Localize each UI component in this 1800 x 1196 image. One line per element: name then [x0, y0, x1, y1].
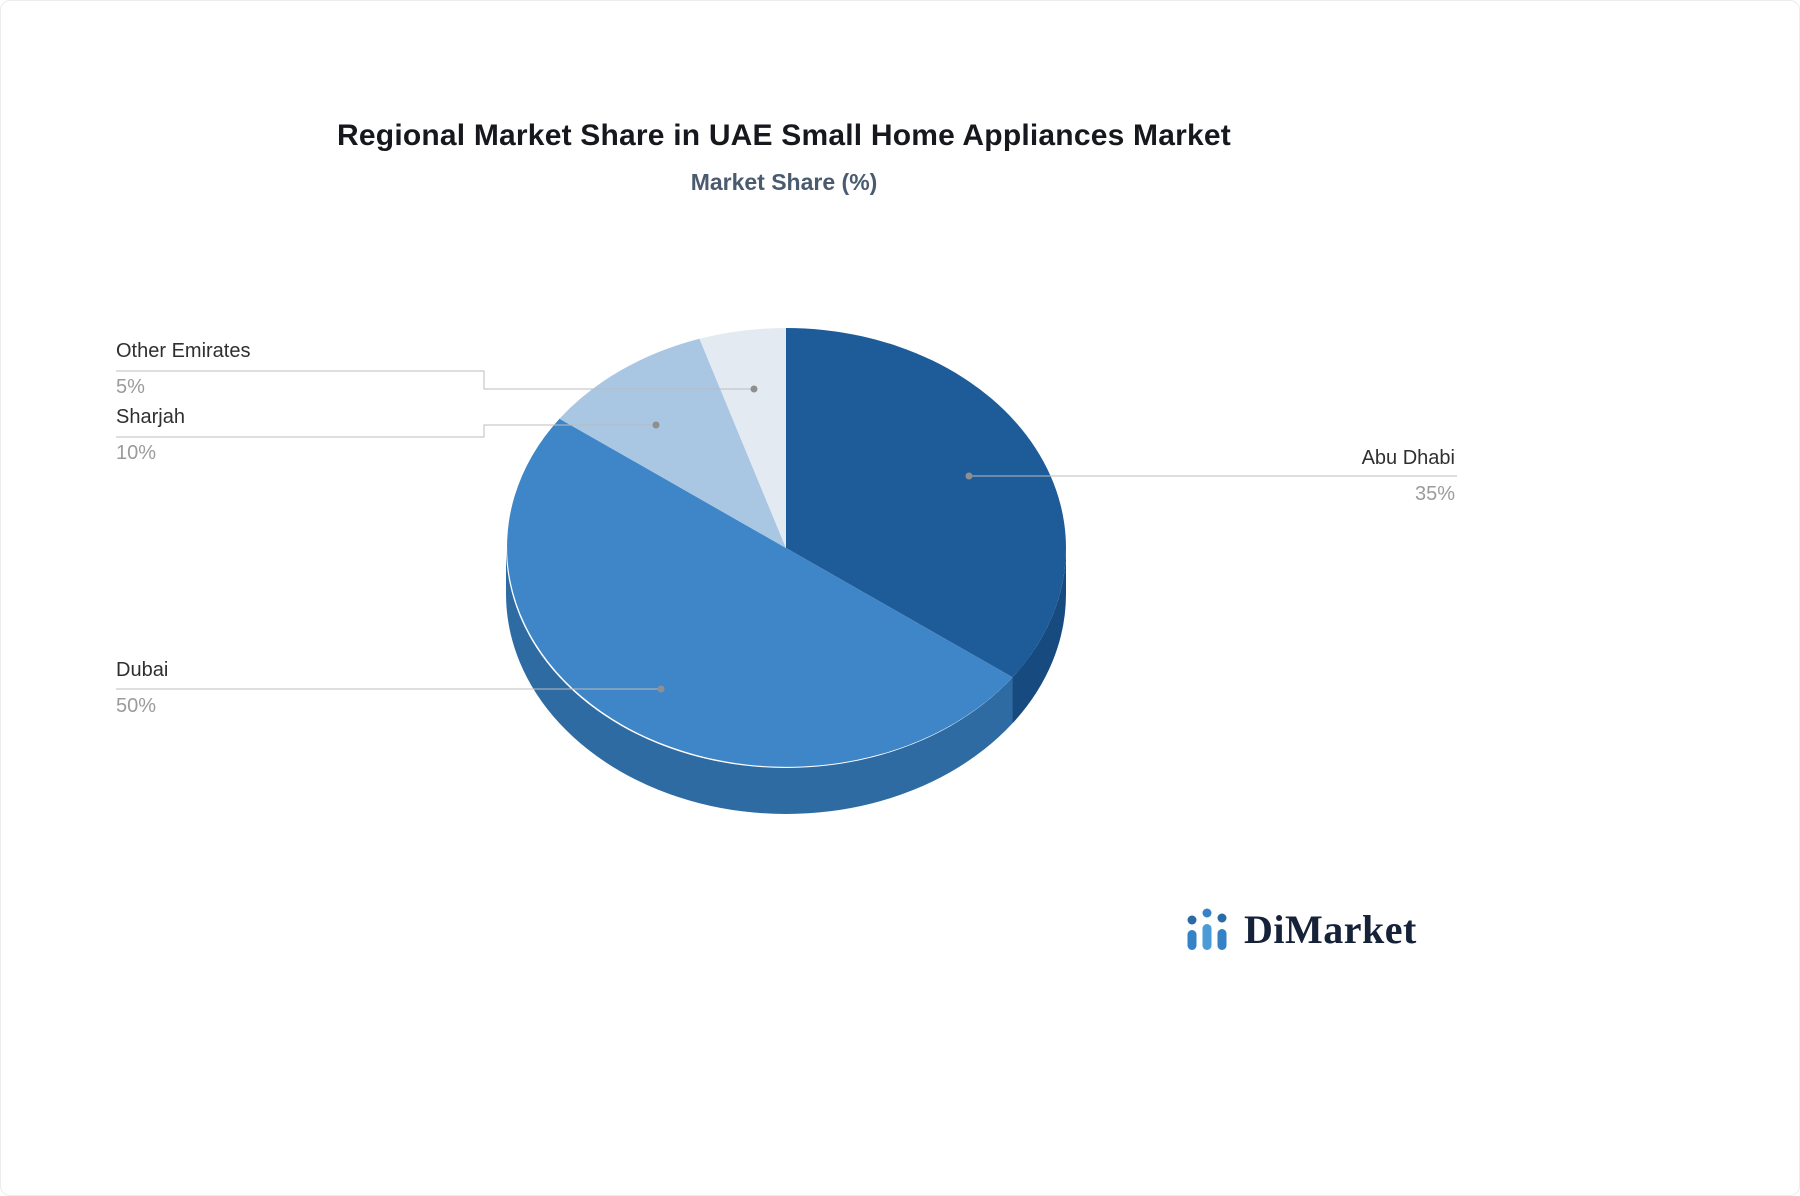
pie-slices [506, 328, 1066, 814]
pie-slice-sharjah[interactable] [559, 338, 786, 548]
brand-logo-text: DiMarket [1244, 906, 1417, 952]
leader-lines [116, 370, 1457, 690]
chart-title: Regional Market Share in UAE Small Home … [337, 119, 1231, 152]
leader-dots [652, 385, 973, 693]
brand-logo: DiMarket [1184, 904, 1417, 954]
bar-chart-icon [1187, 908, 1227, 950]
leader-line-other-emirates [116, 370, 754, 390]
leader-line-sharjah [116, 424, 656, 438]
label-other-emirates: Other Emirates [116, 340, 251, 362]
leader-dot-abu-dhabi [965, 472, 973, 480]
leader-dot-other-emirates [750, 385, 758, 393]
chart-subtitle: Market Share (%) [690, 169, 878, 195]
pie-slice-side-dubai[interactable] [506, 548, 1013, 814]
label-abu-dhabi: Abu Dhabi [1361, 447, 1455, 469]
value-abu-dhabi: 35% [1414, 483, 1455, 505]
value-dubai: 50% [116, 695, 157, 717]
pie-slice-abu-dhabi[interactable] [786, 328, 1066, 678]
value-sharjah: 10% [116, 442, 157, 464]
leader-dot-sharjah [652, 421, 660, 429]
label-dubai: Dubai [116, 659, 169, 681]
value-other-emirates: 5% [116, 376, 145, 398]
pie-slice-side-abu-dhabi[interactable] [1012, 548, 1066, 724]
label-sharjah: Sharjah [116, 406, 185, 428]
leader-dot-dubai [657, 685, 665, 693]
pie-slice-other-emirates[interactable] [699, 328, 786, 548]
pie-slice-dubai[interactable] [507, 418, 1013, 767]
